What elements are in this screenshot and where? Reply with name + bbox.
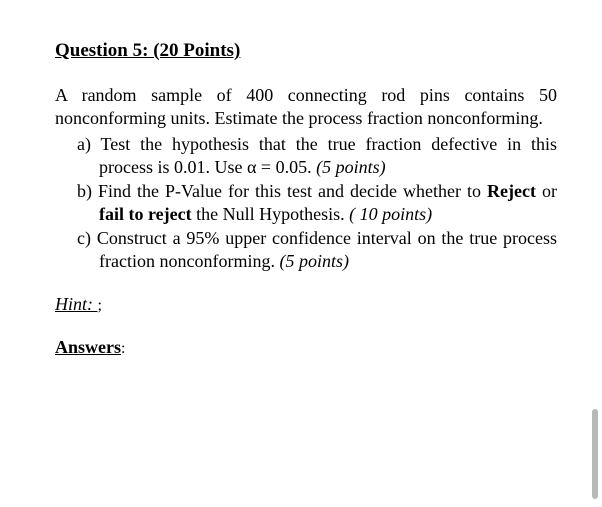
hint-label: Hint: — [55, 294, 98, 314]
part-b-bold2: fail to reject — [99, 204, 192, 224]
part-b-label: b) — [77, 181, 98, 201]
part-c-label: c) — [77, 228, 97, 248]
part-b-bold1: Reject — [487, 181, 536, 201]
part-a-points: (5 points) — [316, 157, 386, 177]
intro-text: A random sample of 400 connecting rod pi… — [55, 84, 557, 129]
part-b: b) Find the P-Value for this test and de… — [77, 180, 557, 225]
part-b-text1: Find the P-Value for this test and decid… — [98, 181, 487, 201]
part-b-points: ( 10 points) — [349, 204, 432, 224]
part-a: a) Test the hypothesis that the true fra… — [77, 133, 557, 178]
title-prefix: Question 5: — [55, 40, 153, 61]
part-a-label: a) — [77, 134, 101, 154]
part-c-points: (5 points) — [279, 251, 349, 271]
part-b-text3: the Null Hypothesis. — [192, 204, 350, 224]
hint-suffix: ; — [98, 297, 102, 314]
parts-list: a) Test the hypothesis that the true fra… — [55, 133, 557, 272]
answers-label: Answers — [55, 337, 121, 357]
scrollbar-thumb[interactable] — [592, 409, 598, 499]
part-b-text2: or — [536, 181, 557, 201]
answers-line: Answers: — [55, 337, 557, 358]
question-title: Question 5: (20 Points) — [55, 40, 557, 62]
answers-suffix: : — [121, 340, 125, 357]
part-c: c) Construct a 95% upper confidence inte… — [77, 227, 557, 272]
title-points: (20 Points) — [153, 40, 240, 61]
hint-line: Hint: ; — [55, 294, 557, 315]
